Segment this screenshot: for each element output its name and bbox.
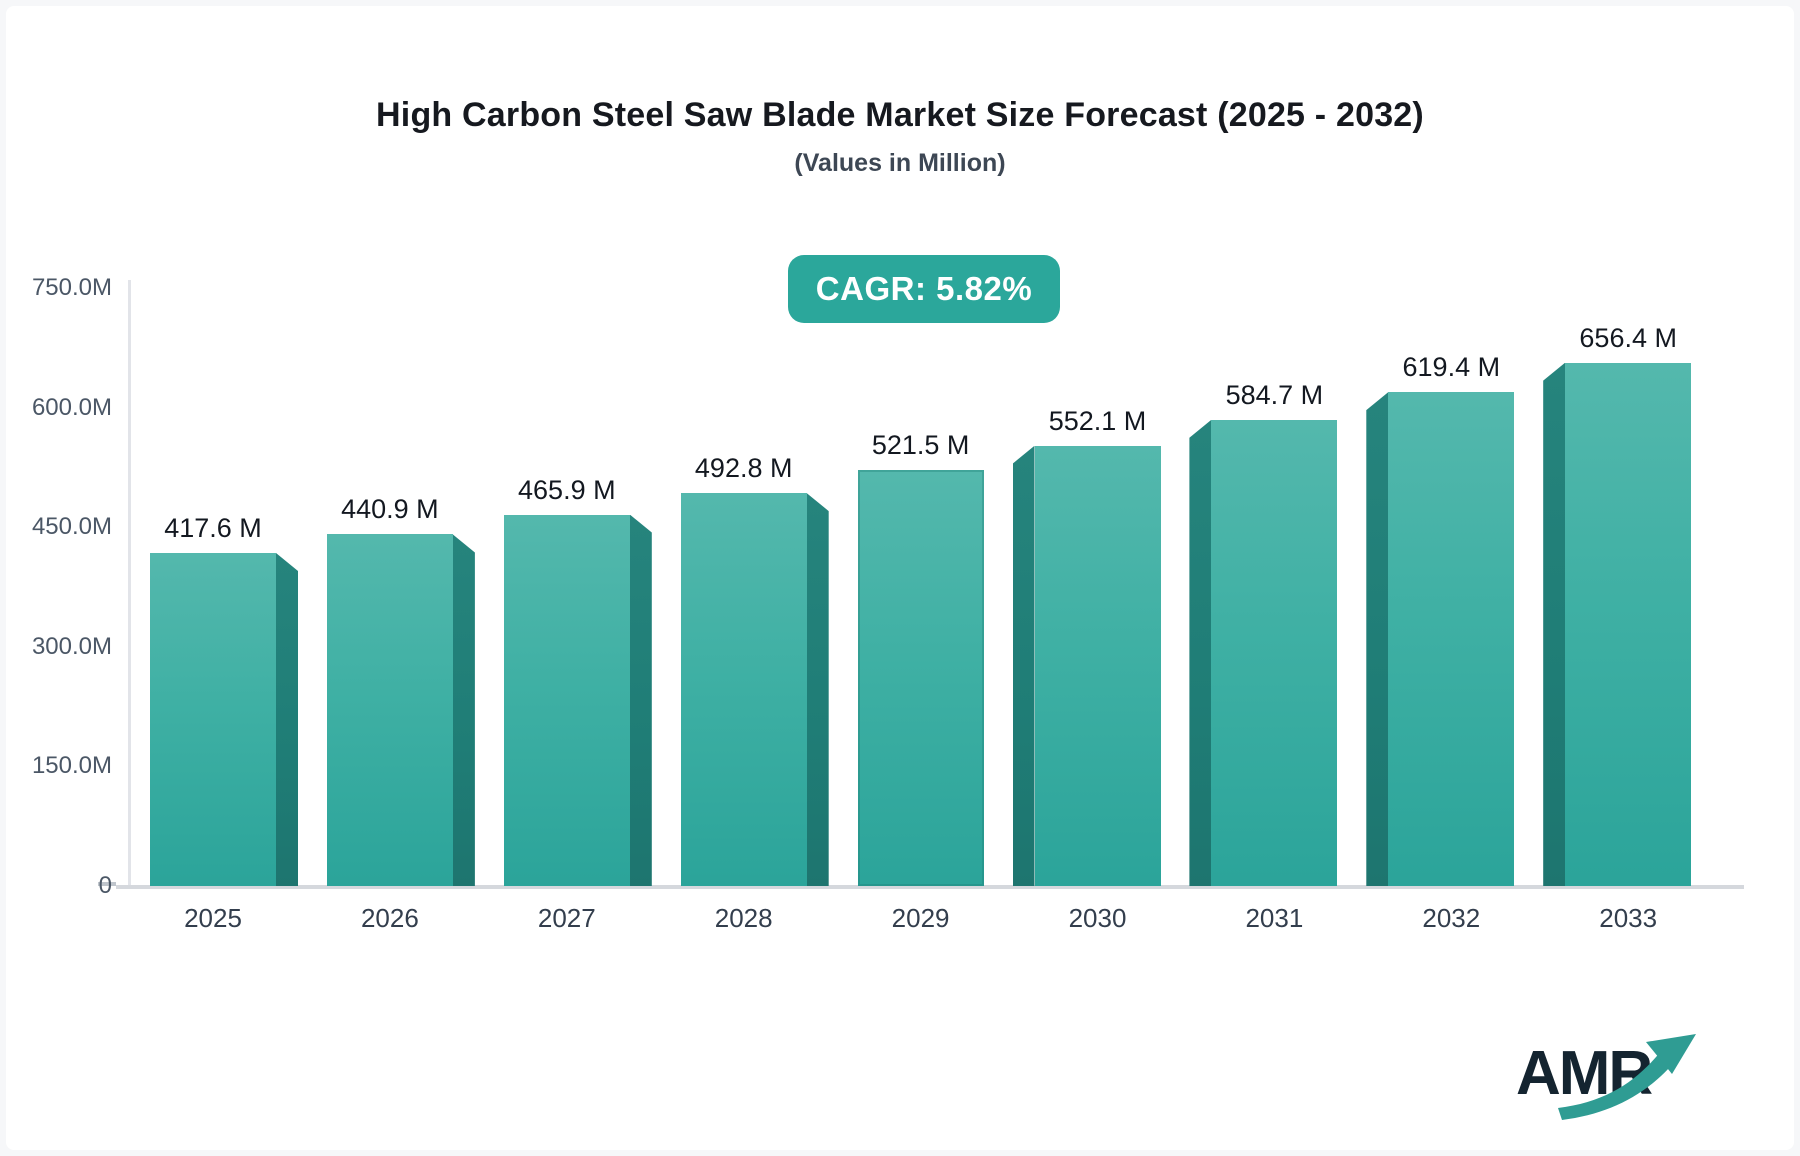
x-tick-label: 2032: [1422, 903, 1481, 933]
logo-arrow-icon: [1558, 1034, 1696, 1120]
bar-value-label: 492.8 M: [694, 453, 793, 484]
bar-face: [680, 493, 807, 886]
bar-side: [629, 514, 652, 886]
x-axis-line: [116, 885, 1744, 889]
bar-side: [452, 534, 475, 886]
bar-face: [857, 470, 984, 886]
y-axis-line: [128, 280, 131, 886]
bar-face: [1565, 362, 1692, 886]
bar-value-label: 656.4 M: [1579, 322, 1677, 353]
bar-value-label: 584.7 M: [1225, 379, 1324, 410]
bar-side: [1189, 419, 1212, 886]
bar-value-label: 552.1 M: [1048, 405, 1147, 436]
y-tick-label: 450.0M: [31, 513, 112, 541]
x-tick-label: 2026: [360, 903, 419, 933]
cagr-badge-label: CAGR: 5.82%: [815, 270, 1033, 307]
x-tick-label: 2033: [1599, 903, 1658, 933]
bar-face: [1388, 392, 1515, 886]
y-tick-label: 150.0M: [31, 752, 112, 780]
x-tick-label: 2029: [891, 903, 950, 933]
amr-logo: AMR: [1516, 1034, 1696, 1120]
bar-side: [1543, 362, 1566, 886]
x-tick-label: 2028: [714, 903, 773, 933]
bar-face: [1034, 445, 1161, 886]
bar-face: [1211, 419, 1338, 886]
x-tick-label: 2025: [184, 903, 242, 933]
chart-subtitle: (Values in Million): [794, 149, 1006, 177]
bar-value-label: 417.6 M: [164, 513, 262, 544]
page-title: High Carbon Steel Saw Blade Market Size …: [376, 96, 1424, 134]
bar-face: [326, 534, 453, 886]
bar-face: [150, 553, 276, 886]
logo-text: AMR: [1516, 1039, 1652, 1108]
y-tick-label: 600.0M: [31, 393, 112, 421]
x-tick-label: 2031: [1245, 903, 1304, 933]
y-tick-label: 0: [98, 872, 112, 899]
bar-value-label: 619.4 M: [1402, 352, 1501, 383]
y-tick-label: 300.0M: [31, 632, 112, 660]
x-tick-label: 2027: [537, 903, 596, 933]
bar-value-label: 521.5 M: [871, 430, 970, 461]
bar-value-label: 465.9 M: [518, 474, 616, 505]
bar-side: [806, 493, 829, 886]
bar-value-label: 440.9 M: [341, 494, 439, 525]
cagr-badge: CAGR: 5.82%: [788, 255, 1060, 323]
bar-side: [1366, 392, 1389, 886]
bar-face: [503, 514, 630, 886]
y-tick-label: 750.0M: [31, 274, 112, 301]
bar-side: [276, 553, 298, 886]
bar-side: [1012, 445, 1035, 886]
zero-tick-mark: [98, 882, 116, 886]
x-tick-label: 2030: [1068, 903, 1127, 933]
